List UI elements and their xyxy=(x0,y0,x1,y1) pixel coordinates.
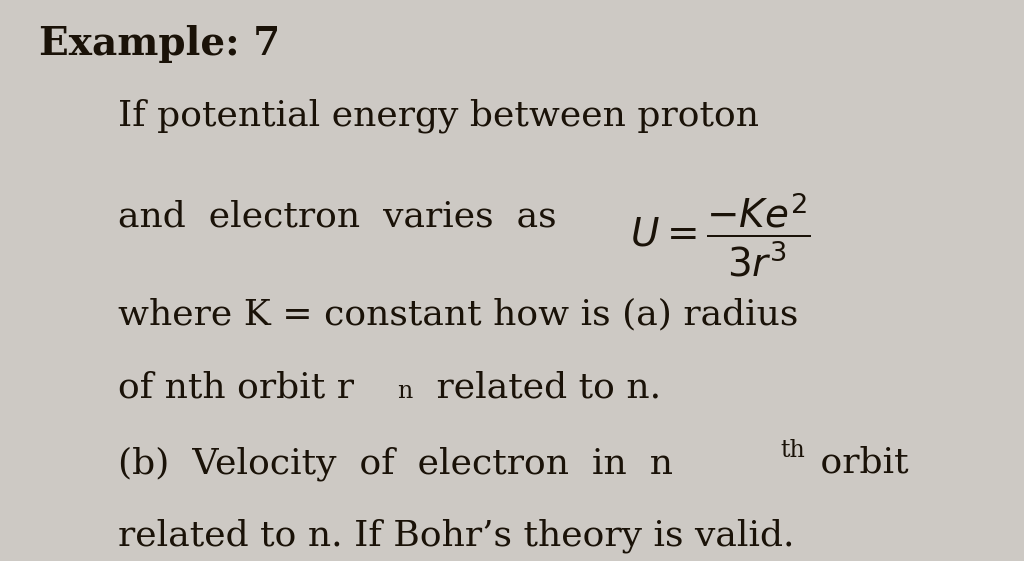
Text: of nth orbit r: of nth orbit r xyxy=(118,370,353,404)
Text: where K = constant how is (a) radius: where K = constant how is (a) radius xyxy=(118,297,798,332)
Text: orbit: orbit xyxy=(809,446,908,480)
Text: n: n xyxy=(397,380,413,403)
Text: related to n.: related to n. xyxy=(425,370,662,404)
Text: If potential energy between proton: If potential energy between proton xyxy=(118,98,759,132)
Text: related to n. If Bohr’s theory is valid.: related to n. If Bohr’s theory is valid. xyxy=(118,519,795,553)
Text: (b)  Velocity  of  electron  in  n: (b) Velocity of electron in n xyxy=(118,446,673,481)
Text: Example: 7: Example: 7 xyxy=(39,25,281,63)
Text: th: th xyxy=(780,439,805,462)
Text: $U = \dfrac{-Ke^{2}}{3r^{3}}$: $U = \dfrac{-Ke^{2}}{3r^{3}}$ xyxy=(630,191,810,279)
Text: and  electron  varies  as: and electron varies as xyxy=(118,199,556,233)
